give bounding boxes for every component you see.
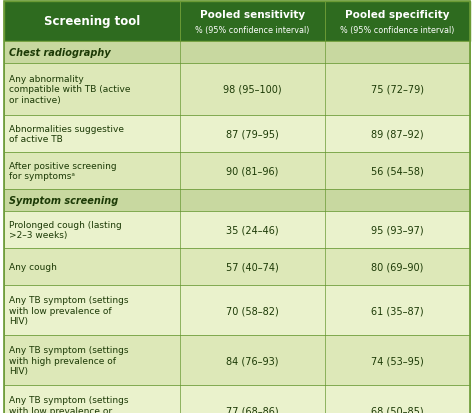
Text: 35 (24–46): 35 (24–46) — [226, 225, 279, 235]
Text: 80 (69–90): 80 (69–90) — [371, 262, 424, 272]
Bar — [4, 335, 470, 385]
Bar — [4, 153, 470, 190]
Text: Pooled sensitivity: Pooled sensitivity — [200, 10, 305, 20]
Text: Any cough: Any cough — [9, 262, 57, 271]
Text: 90 (81–96): 90 (81–96) — [227, 166, 279, 176]
Text: 75 (72–79): 75 (72–79) — [371, 85, 424, 95]
Bar — [4, 285, 470, 335]
Text: 89 (87–92): 89 (87–92) — [371, 129, 424, 139]
Text: 98 (95–100): 98 (95–100) — [223, 85, 282, 95]
Text: 70 (58–82): 70 (58–82) — [226, 305, 279, 315]
Text: Any TB symptom (settings
with low prevalence or
high prevalence of HIV): Any TB symptom (settings with low preval… — [9, 395, 128, 413]
Bar — [4, 385, 470, 413]
Bar — [4, 211, 470, 248]
Text: Screening tool: Screening tool — [44, 15, 140, 28]
Bar — [4, 42, 470, 64]
Text: 57 (40–74): 57 (40–74) — [226, 262, 279, 272]
Text: 87 (79–95): 87 (79–95) — [226, 129, 279, 139]
Text: 61 (35–87): 61 (35–87) — [371, 305, 424, 315]
Text: After positive screening
for symptomsᵃ: After positive screening for symptomsᵃ — [9, 161, 117, 181]
Text: Chest radiography: Chest radiography — [9, 48, 111, 58]
Text: 77 (68–86): 77 (68–86) — [226, 405, 279, 413]
Bar — [4, 2, 470, 42]
Text: 56 (54–58): 56 (54–58) — [371, 166, 424, 176]
Text: 74 (53–95): 74 (53–95) — [371, 355, 424, 365]
Bar — [4, 190, 470, 211]
Text: Pooled specificity: Pooled specificity — [345, 10, 450, 20]
Text: % (95% confidence interval): % (95% confidence interval) — [340, 26, 455, 34]
Bar — [4, 64, 470, 116]
Text: 68 (50–85): 68 (50–85) — [371, 405, 424, 413]
Bar — [4, 248, 470, 285]
Text: Any TB symptom (settings
with high prevalence of
HIV): Any TB symptom (settings with high preva… — [9, 345, 128, 375]
Text: % (95% confidence interval): % (95% confidence interval) — [195, 26, 310, 34]
Text: 95 (93–97): 95 (93–97) — [371, 225, 424, 235]
Text: 84 (76–93): 84 (76–93) — [227, 355, 279, 365]
Text: Prolonged cough (lasting
>2–3 weeks): Prolonged cough (lasting >2–3 weeks) — [9, 220, 122, 240]
Text: Any TB symptom (settings
with low prevalence of
HIV): Any TB symptom (settings with low preval… — [9, 295, 128, 325]
Text: Any abnormality
compatible with TB (active
or inactive): Any abnormality compatible with TB (acti… — [9, 75, 130, 104]
Text: Abnormalities suggestive
of active TB: Abnormalities suggestive of active TB — [9, 124, 124, 144]
Text: Symptom screening: Symptom screening — [9, 195, 118, 206]
Bar — [4, 116, 470, 153]
